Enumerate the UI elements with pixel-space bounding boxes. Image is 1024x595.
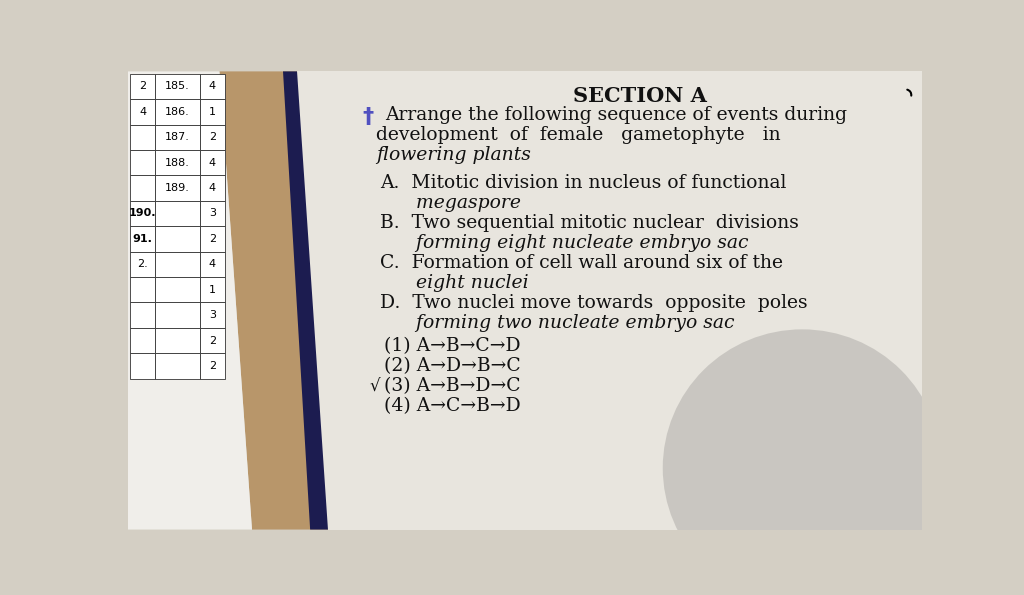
Text: 188.: 188. bbox=[165, 158, 190, 168]
Polygon shape bbox=[128, 71, 252, 530]
Text: 4: 4 bbox=[209, 259, 216, 270]
Bar bbox=[130, 150, 155, 176]
Bar bbox=[200, 277, 225, 302]
Bar bbox=[130, 302, 155, 328]
Text: 185.: 185. bbox=[165, 82, 190, 92]
Text: 190.: 190. bbox=[129, 208, 157, 218]
Bar bbox=[200, 226, 225, 252]
Bar bbox=[155, 124, 200, 150]
Text: SECTION A: SECTION A bbox=[572, 86, 707, 106]
Bar bbox=[200, 150, 225, 176]
Polygon shape bbox=[219, 71, 349, 530]
Bar bbox=[155, 252, 200, 277]
Bar bbox=[155, 74, 200, 99]
Bar bbox=[130, 226, 155, 252]
Circle shape bbox=[663, 330, 942, 595]
Bar bbox=[155, 150, 200, 176]
Text: C.  Formation of cell wall around six of the: C. Formation of cell wall around six of … bbox=[380, 254, 783, 272]
Text: 3: 3 bbox=[209, 310, 216, 320]
Text: (3) A→B→D→C: (3) A→B→D→C bbox=[384, 377, 520, 396]
Text: 4: 4 bbox=[209, 183, 216, 193]
Text: forming eight nucleate embryo sac: forming eight nucleate embryo sac bbox=[380, 234, 749, 252]
Bar bbox=[155, 176, 200, 201]
Text: 2: 2 bbox=[209, 361, 216, 371]
Bar bbox=[130, 124, 155, 150]
Bar bbox=[155, 302, 200, 328]
Text: 4: 4 bbox=[139, 107, 146, 117]
Text: Arrange the following sequence of events during: Arrange the following sequence of events… bbox=[385, 106, 847, 124]
Bar bbox=[200, 201, 225, 226]
Text: 3: 3 bbox=[209, 208, 216, 218]
Bar bbox=[155, 226, 200, 252]
Text: √: √ bbox=[370, 377, 381, 396]
Text: †: † bbox=[362, 107, 374, 127]
Polygon shape bbox=[297, 71, 922, 530]
Text: 187.: 187. bbox=[165, 132, 190, 142]
Text: A.  Mitotic division in nucleus of functional: A. Mitotic division in nucleus of functi… bbox=[380, 174, 786, 192]
Bar bbox=[200, 124, 225, 150]
Bar bbox=[200, 353, 225, 378]
Polygon shape bbox=[283, 71, 334, 530]
Bar bbox=[130, 74, 155, 99]
Text: 4: 4 bbox=[209, 82, 216, 92]
Text: 2: 2 bbox=[209, 336, 216, 346]
Bar bbox=[200, 74, 225, 99]
Text: eight nuclei: eight nuclei bbox=[380, 274, 528, 292]
Text: (4) A→C→B→D: (4) A→C→B→D bbox=[384, 397, 520, 415]
Text: 186.: 186. bbox=[165, 107, 190, 117]
Bar bbox=[155, 99, 200, 124]
Text: B.  Two sequential mitotic nuclear  divisions: B. Two sequential mitotic nuclear divisi… bbox=[380, 214, 799, 232]
Text: (1) A→B→C→D: (1) A→B→C→D bbox=[384, 337, 520, 355]
Bar bbox=[155, 277, 200, 302]
Bar bbox=[130, 277, 155, 302]
Text: forming two nucleate embryo sac: forming two nucleate embryo sac bbox=[380, 314, 734, 332]
Bar bbox=[130, 176, 155, 201]
Bar bbox=[130, 353, 155, 378]
Text: 2.: 2. bbox=[137, 259, 148, 270]
Bar bbox=[155, 328, 200, 353]
Bar bbox=[200, 328, 225, 353]
Text: 2: 2 bbox=[209, 234, 216, 244]
Text: D.  Two nuclei move towards  opposite  poles: D. Two nuclei move towards opposite pole… bbox=[380, 295, 808, 312]
Bar bbox=[200, 252, 225, 277]
Bar bbox=[155, 201, 200, 226]
Bar bbox=[200, 99, 225, 124]
Bar bbox=[130, 328, 155, 353]
Text: 4: 4 bbox=[209, 158, 216, 168]
Text: 2: 2 bbox=[139, 82, 146, 92]
Text: 1: 1 bbox=[209, 107, 216, 117]
Text: development  of  female   gametophyte   in: development of female gametophyte in bbox=[376, 126, 780, 144]
Bar bbox=[130, 99, 155, 124]
Bar bbox=[130, 201, 155, 226]
Bar bbox=[200, 302, 225, 328]
Bar bbox=[155, 353, 200, 378]
Text: 189.: 189. bbox=[165, 183, 190, 193]
Bar bbox=[200, 176, 225, 201]
Text: 91.: 91. bbox=[133, 234, 153, 244]
Text: 2: 2 bbox=[209, 132, 216, 142]
Text: flowering plants: flowering plants bbox=[376, 146, 530, 164]
Bar bbox=[130, 252, 155, 277]
Text: (2) A→D→B→C: (2) A→D→B→C bbox=[384, 358, 520, 375]
Text: megaspore: megaspore bbox=[380, 194, 521, 212]
Text: 1: 1 bbox=[209, 284, 216, 295]
